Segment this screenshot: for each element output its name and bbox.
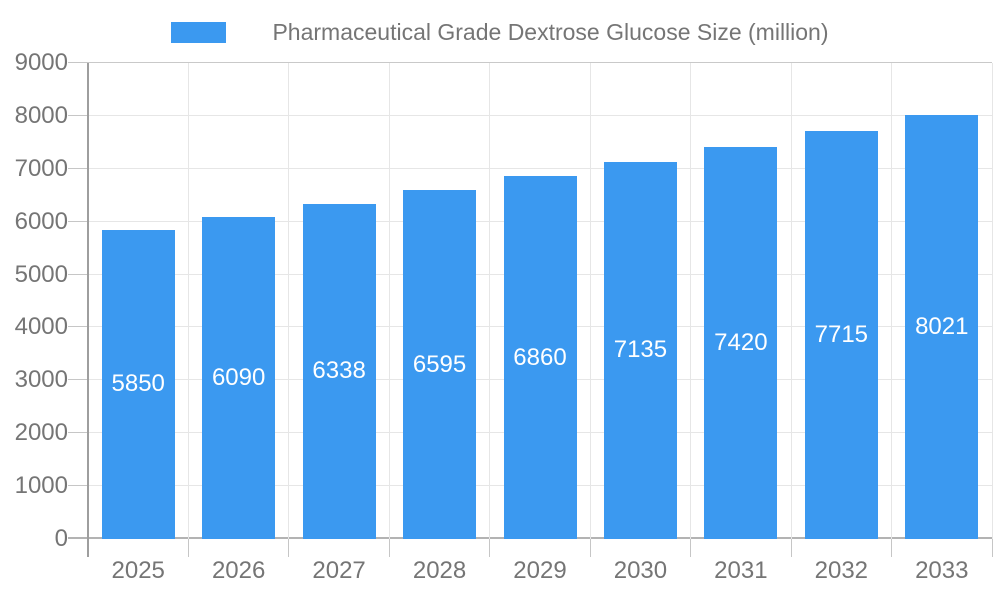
y-axis-label: 2000 [14, 419, 68, 447]
x-gridline [891, 63, 893, 539]
y-axis-label: 4000 [14, 313, 68, 341]
bar-value-label: 6090 [211, 363, 266, 391]
plot-area: 0 1000 2000 3000 4000 5000 6000 7000 8000 9000 585… [15, 49, 993, 584]
x-axis-label: 2031 [714, 557, 768, 584]
y-gridline [88, 114, 992, 116]
x-gridline [790, 63, 792, 539]
x-axis-tick [388, 539, 390, 557]
x-gridline [991, 63, 993, 539]
x-gridline [388, 63, 390, 539]
bar-2031: 7420 [704, 146, 778, 539]
bar-value-label: 6338 [312, 357, 366, 385]
y-gridline [88, 62, 992, 63]
y-axis-tick [68, 114, 88, 116]
bar-2027: 6338 [302, 203, 376, 539]
chart-legend: Pharmaceutical Grade Dextrose Glucose Si… [0, 19, 1000, 45]
bar-value-label: 6860 [513, 343, 567, 371]
x-axis-label: 2033 [915, 557, 969, 584]
x-gridline [187, 63, 189, 539]
y-axis-label: 3000 [14, 366, 68, 394]
bar-2032: 7715 [804, 130, 878, 539]
bar-value-label: 6595 [412, 350, 467, 378]
x-axis-tick [187, 539, 189, 557]
bar-2026: 6090 [202, 216, 276, 539]
x-axis-label: 2030 [613, 557, 668, 584]
x-axis-tick [288, 539, 290, 557]
legend-label: Pharmaceutical Grade Dextrose Glucose Si… [272, 19, 829, 45]
y-axis-label: 5000 [14, 260, 68, 288]
bar-value-label: 5850 [111, 370, 165, 398]
y-axis-label: 6000 [14, 207, 68, 235]
y-axis-tick [68, 485, 88, 487]
x-axis-tick [690, 539, 692, 557]
bar-2025: 5850 [101, 229, 175, 539]
y-axis-label: 9000 [14, 49, 68, 76]
x-axis-label: 2025 [111, 557, 165, 584]
x-axis-tick [589, 539, 591, 557]
y-axis-tick [68, 537, 88, 539]
x-axis-label: 2027 [312, 557, 366, 584]
bar-value-label: 7715 [814, 320, 869, 348]
x-axis-tick [87, 539, 89, 557]
y-axis-label: 7000 [14, 154, 68, 182]
y-axis-tick [68, 326, 88, 328]
y-axis-tick [68, 432, 88, 434]
x-axis-tick [991, 539, 993, 557]
y-axis-tick [68, 62, 88, 63]
y-axis-tick [68, 167, 88, 169]
x-axis-tick [790, 539, 792, 557]
bar-2030: 7135 [603, 161, 677, 539]
x-axis-label: 2026 [211, 557, 266, 584]
bar-2033: 8021 [905, 114, 979, 539]
x-axis-tick [891, 539, 893, 557]
y-axis-label: 1000 [14, 472, 68, 500]
bar-2029: 6860 [503, 176, 577, 539]
bar-2028: 6595 [403, 190, 477, 539]
y-axis-label: 0 [54, 525, 68, 552]
x-gridline [288, 63, 290, 539]
legend-swatch [171, 21, 227, 43]
x-axis-label: 2029 [513, 557, 567, 584]
y-gridline [88, 167, 992, 169]
bar-value-label: 7420 [714, 328, 768, 356]
x-gridline [489, 63, 491, 539]
x-axis-label: 2032 [814, 557, 869, 584]
x-gridline [589, 63, 591, 539]
x-axis-label: 2028 [412, 557, 467, 584]
bar-value-label: 7135 [613, 336, 668, 364]
y-axis-label: 8000 [14, 101, 68, 129]
y-axis-tick [68, 220, 88, 222]
y-axis-line [87, 63, 89, 539]
bar-value-label: 8021 [915, 312, 969, 340]
x-gridline [690, 63, 692, 539]
y-axis-tick [68, 273, 88, 275]
y-axis-tick [68, 379, 88, 381]
x-axis-tick [489, 539, 491, 557]
